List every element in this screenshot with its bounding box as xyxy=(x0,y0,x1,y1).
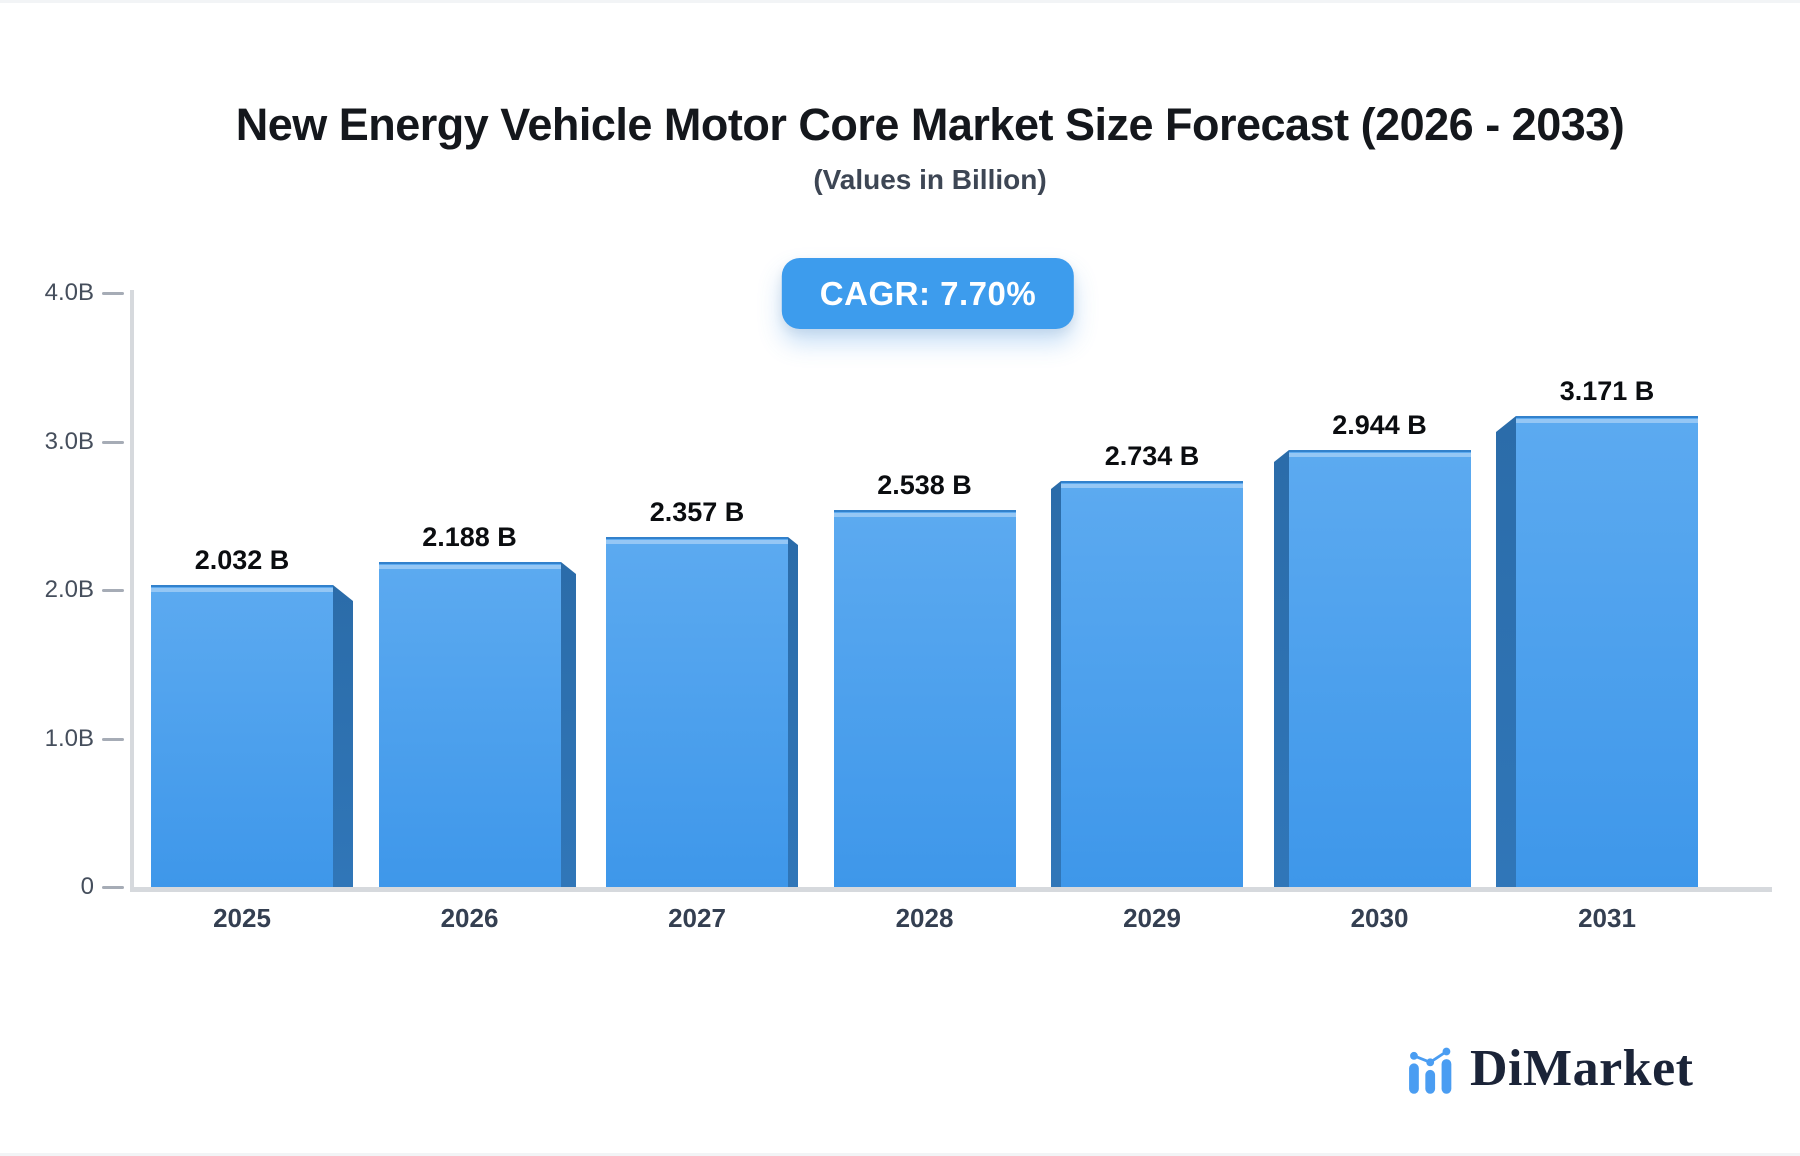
x-axis-baseline xyxy=(130,887,1772,892)
bar-side-face xyxy=(333,585,353,887)
bar-face[interactable] xyxy=(1061,481,1243,887)
bar-face[interactable] xyxy=(379,562,561,887)
bar-top-highlight xyxy=(834,513,1016,517)
chart-title: New Energy Vehicle Motor Core Market Siz… xyxy=(235,99,1625,150)
x-axis-label: 2026 xyxy=(440,903,499,933)
bar-face[interactable] xyxy=(1289,450,1471,887)
chart-subtitle: (Values in Billion) xyxy=(813,164,1047,195)
bar-value-label: 2.734 B xyxy=(1104,441,1200,471)
y-axis-tick-label: 1.0B xyxy=(44,724,94,752)
bar-face[interactable] xyxy=(606,537,788,887)
bar-top-highlight xyxy=(1289,453,1471,457)
bar-side-face xyxy=(1496,416,1516,887)
bar-value-label: 2.032 B xyxy=(194,545,290,575)
bar-value-label: 2.188 B xyxy=(422,522,517,552)
chart-plot: 4.0B 3.0B 2.0B 1.0B 0 2.032 B 2025 2.188 B 2026 2… xyxy=(0,3,1800,1153)
bar-value-label: 2.538 B xyxy=(877,470,972,500)
bar-value-label: 2.944 B xyxy=(1332,410,1427,440)
bar-side-face xyxy=(1274,450,1289,887)
y-axis-tick-label: 4.0B xyxy=(44,279,94,306)
brand-wordmark: DiMarket xyxy=(1470,1040,1694,1097)
y-axis-tick-dash xyxy=(102,886,124,889)
x-axis-label: 2031 xyxy=(1578,903,1636,933)
y-axis-tick-label: 3.0B xyxy=(44,427,94,455)
bar-top-highlight xyxy=(1516,419,1698,423)
y-axis-tick-dash xyxy=(102,737,124,741)
y-axis-tick-dash xyxy=(102,440,124,444)
bar-face[interactable] xyxy=(834,510,1016,887)
x-axis-label: 2027 xyxy=(668,903,726,933)
bar-top-highlight xyxy=(379,565,561,569)
bar-face[interactable] xyxy=(1516,416,1698,887)
bar-top-highlight xyxy=(606,540,788,544)
brand-logo: DiMarket xyxy=(1408,1041,1693,1097)
bar-side-face xyxy=(1051,481,1061,887)
bar-face[interactable] xyxy=(151,585,333,887)
bar-side-face xyxy=(788,537,798,887)
x-axis-label: 2025 xyxy=(213,903,271,933)
y-axis-tick-dash xyxy=(102,589,124,592)
chart-header: New Energy Vehicle Motor Core Market Siz… xyxy=(70,3,1790,197)
y-axis-tick-dash xyxy=(102,292,124,295)
y-axis-tick-label: 0 xyxy=(80,873,94,900)
bar-chart-logo-icon xyxy=(1409,1047,1452,1094)
cagr-badge: CAGR: 7.70% xyxy=(781,258,1075,329)
x-axis-label: 2030 xyxy=(1350,903,1409,933)
bar-value-label: 2.357 B xyxy=(649,497,745,527)
bar-side-face xyxy=(561,562,576,887)
y-axis-tick-label: 2.0B xyxy=(44,576,94,603)
x-axis-label: 2028 xyxy=(895,903,954,933)
bar-top-highlight xyxy=(1061,484,1243,488)
x-axis-label: 2029 xyxy=(1123,903,1181,933)
bar-top-highlight xyxy=(151,588,333,592)
y-axis-line xyxy=(130,290,134,892)
bar-value-label: 3.171 B xyxy=(1559,376,1655,406)
